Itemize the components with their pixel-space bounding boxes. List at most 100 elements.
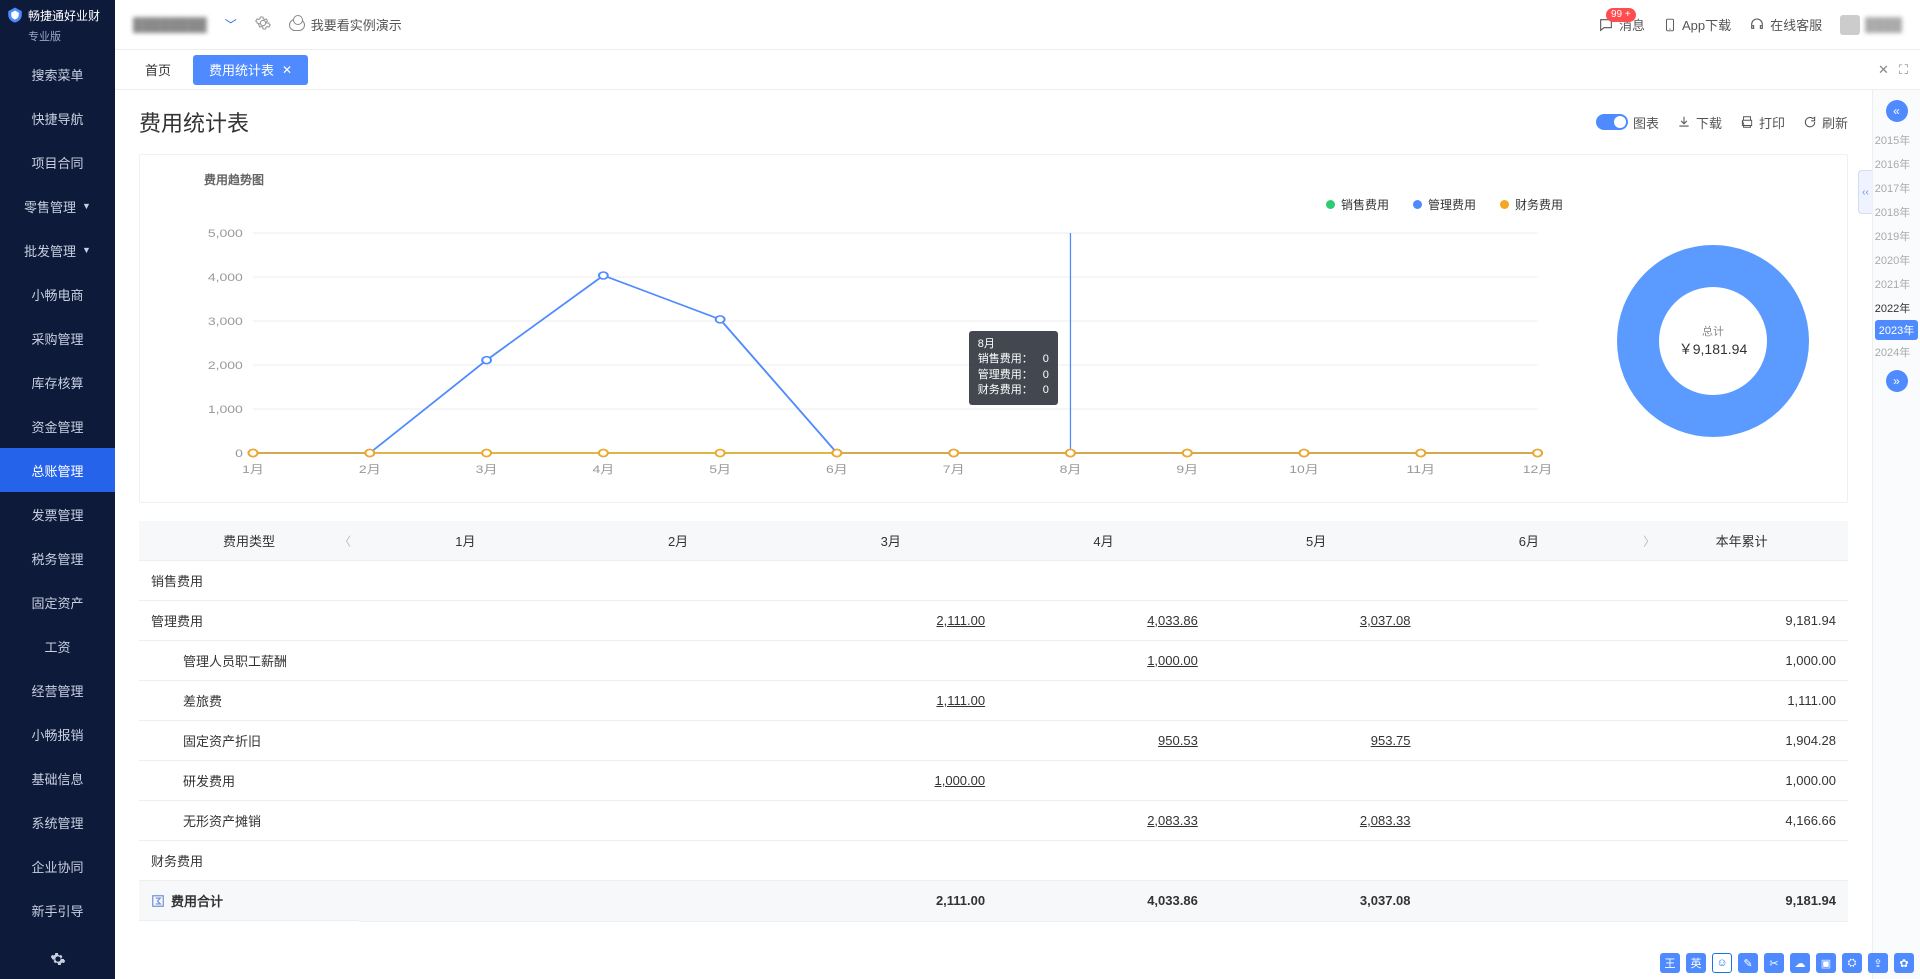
nav-item-label: 采购管理 (31, 329, 83, 348)
sum-icon (151, 894, 165, 908)
year-scroll-down[interactable]: » (1886, 370, 1908, 392)
table-cell[interactable]: 4,033.86 (997, 601, 1210, 641)
nav-item[interactable]: 企业协同 (0, 844, 115, 888)
nav-item[interactable]: 工资 (0, 624, 115, 668)
table-cell[interactable]: 953.75 (1210, 721, 1423, 761)
row-label: 销售费用 (139, 561, 359, 601)
year-option[interactable]: 2017年 (1875, 176, 1918, 200)
nav-item[interactable]: 总账管理 (0, 448, 115, 492)
drawer-handle[interactable]: ‹‹ (1858, 170, 1872, 214)
settings-button[interactable] (0, 939, 115, 979)
total-cell (359, 881, 572, 922)
table-cell (1210, 681, 1423, 721)
nav-item[interactable]: 资金管理 (0, 404, 115, 448)
year-option[interactable]: 2023年 (1875, 320, 1918, 340)
switch-icon (1596, 114, 1628, 130)
messages-badge: 99 + (1606, 8, 1636, 22)
table-cell[interactable]: 1,000.00 (997, 641, 1210, 681)
table-header: 〈费用类型 (139, 521, 359, 561)
tray-item[interactable]: ✎ (1738, 953, 1758, 973)
table-cell (997, 761, 1210, 801)
next-page-icon[interactable]: 〉 (1643, 532, 1655, 549)
year-option[interactable]: 2018年 (1875, 200, 1918, 224)
ime-tray: 王英 ☺ ✎ ✂ ☁ ▣ ⛭ ⇪ ✿ (1660, 953, 1914, 973)
nav-item[interactable]: 项目合同 (0, 140, 115, 184)
nav-item[interactable]: 系统管理 (0, 800, 115, 844)
nav-item-label: 工资 (44, 637, 70, 656)
org-switch-icon[interactable]: ﹀ (225, 16, 237, 33)
year-option[interactable]: 2016年 (1875, 152, 1918, 176)
year-option[interactable]: 2015年 (1875, 128, 1918, 152)
download-button[interactable]: 下载 (1677, 113, 1722, 132)
year-option[interactable]: 2024年 (1875, 340, 1918, 364)
tray-item[interactable]: ☺ (1712, 953, 1732, 973)
chevron-down-icon: ▼ (82, 245, 91, 255)
print-button[interactable]: 打印 (1740, 113, 1785, 132)
table-cell (572, 761, 785, 801)
nav-item[interactable]: 税务管理 (0, 536, 115, 580)
table-cell[interactable]: 1,000.00 (784, 761, 997, 801)
nav-item[interactable]: 搜索菜单 (0, 52, 115, 96)
nav-item-label: 库存核算 (31, 373, 83, 392)
legend-item[interactable]: 销售费用 (1326, 196, 1389, 213)
tray-item[interactable]: 英 (1686, 953, 1706, 973)
nav-item[interactable]: 固定资产 (0, 580, 115, 624)
legend-item[interactable]: 管理费用 (1413, 196, 1476, 213)
nav-item[interactable]: 基础信息 (0, 756, 115, 800)
year-scroll-up[interactable]: « (1886, 100, 1908, 122)
table-cell[interactable]: 2,111.00 (784, 601, 997, 641)
app-download-button[interactable]: App下载 (1663, 15, 1731, 34)
table-cell[interactable]: 3,037.08 (1210, 601, 1423, 641)
svg-text:5月: 5月 (709, 463, 731, 475)
nav-item[interactable]: 小畅报销 (0, 712, 115, 756)
download-icon (1677, 115, 1691, 129)
user-menu[interactable]: ████ (1840, 15, 1902, 35)
tray-item[interactable]: ✂ (1764, 953, 1784, 973)
table-total-row: 费用合计2,111.004,033.863,037.089,181.94 (139, 881, 1848, 922)
nav-item[interactable]: 小畅电商 (0, 272, 115, 316)
year-option[interactable]: 2021年 (1875, 272, 1918, 296)
year-option[interactable]: 2019年 (1875, 224, 1918, 248)
nav-item[interactable]: 批发管理▼ (0, 228, 115, 272)
org-name[interactable]: ████████ (133, 17, 207, 32)
nav-item[interactable]: 新手引导 (0, 888, 115, 932)
refresh-button[interactable]: 刷新 (1803, 113, 1848, 132)
sidebar: 畅捷通好业财 专业版 搜索菜单快捷导航项目合同零售管理▼批发管理▼小畅电商采购管… (0, 0, 115, 979)
legend-item[interactable]: 财务费用 (1500, 196, 1563, 213)
org-settings-icon[interactable] (255, 15, 271, 34)
tray-item[interactable]: ⇪ (1868, 953, 1888, 973)
year-option[interactable]: 2020年 (1875, 248, 1918, 272)
table-cell[interactable]: 2,083.33 (997, 801, 1210, 841)
tab-expense-statistics[interactable]: 费用统计表 ✕ (193, 55, 308, 85)
tray-item[interactable]: 王 (1660, 953, 1680, 973)
close-icon[interactable]: ✕ (282, 63, 292, 77)
tray-item[interactable]: ✿ (1894, 953, 1914, 973)
nav-item-label: 零售管理 (24, 197, 76, 216)
demo-link[interactable]: 我要看实例演示 (289, 15, 402, 34)
nav-item[interactable]: 零售管理▼ (0, 184, 115, 228)
messages-button[interactable]: 99 + 消息 (1598, 15, 1645, 34)
table-cell (359, 561, 572, 601)
nav-item[interactable]: 采购管理 (0, 316, 115, 360)
table-row: 固定资产折旧950.53953.751,904.28 (139, 721, 1848, 761)
tray-item[interactable]: ▣ (1816, 953, 1836, 973)
table-cell[interactable]: 950.53 (997, 721, 1210, 761)
total-cell: 9,181.94 (1635, 881, 1848, 922)
fullscreen-icon[interactable]: ⛶ (1899, 62, 1908, 78)
tab-home[interactable]: 首页 (129, 55, 187, 85)
year-option[interactable]: 2022年 (1875, 296, 1918, 320)
customer-service-button[interactable]: 在线客服 (1749, 15, 1822, 34)
prev-page-icon[interactable]: 〈 (339, 532, 351, 549)
table-cell[interactable]: 2,083.33 (1210, 801, 1423, 841)
toggle-chart[interactable]: 图表 (1596, 113, 1659, 132)
nav-item[interactable]: 发票管理 (0, 492, 115, 536)
nav-item[interactable]: 经营管理 (0, 668, 115, 712)
table-cell (359, 681, 572, 721)
nav-item[interactable]: 库存核算 (0, 360, 115, 404)
tray-item[interactable]: ⛭ (1842, 953, 1862, 973)
tray-item[interactable]: ☁ (1790, 953, 1810, 973)
close-all-icon[interactable]: ✕ (1878, 62, 1889, 78)
line-chart-svg: 01,0002,0003,0004,0005,0001月2月3月4月5月6月7月… (164, 223, 1563, 483)
table-cell[interactable]: 1,111.00 (784, 681, 997, 721)
nav-item[interactable]: 快捷导航 (0, 96, 115, 140)
